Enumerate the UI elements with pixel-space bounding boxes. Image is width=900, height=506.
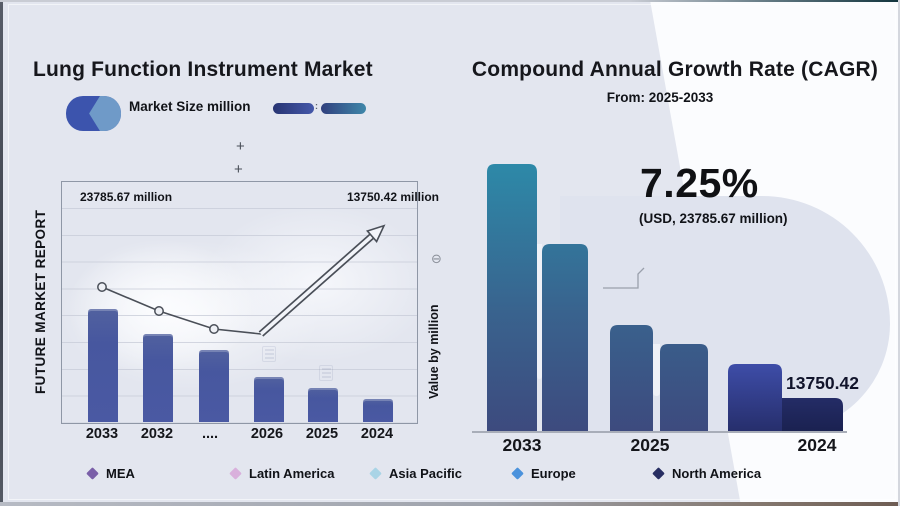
legend-label: North America [672, 466, 762, 481]
bar-2032 [143, 334, 173, 422]
frame-left-edge [0, 0, 3, 506]
marker-dot [97, 282, 107, 292]
right-panel-subtitle: From: 2025-2033 [606, 90, 714, 105]
capsule-icon-facet [89, 96, 121, 131]
frame-right-edge [898, 0, 900, 506]
trend-line [101, 286, 262, 335]
x-label-2032: 2032 [140, 426, 174, 442]
right-panel-title: Compound Annual Growth Rate (CAGR) [471, 58, 879, 81]
legend-item-latin-america: Latin America [229, 466, 335, 481]
legend-label: MEA [106, 466, 135, 481]
trend-line-arrow [97, 224, 386, 337]
cagr-detail: (USD, 23785.67 million) [639, 211, 788, 226]
bar-2024-tall [728, 364, 782, 432]
bar-2024 [363, 399, 393, 422]
legend-item-mea: MEA [86, 466, 135, 481]
clipboard-watermark-icon [319, 365, 333, 381]
legend-label: Asia Pacific [389, 466, 462, 481]
bar-2026 [254, 377, 284, 422]
legend-label: Europe [531, 466, 576, 481]
x-label-2025: 2025 [305, 426, 339, 442]
arrowhead [365, 224, 386, 243]
x-label-2024: 2024 [797, 435, 837, 455]
step-decoration-line [603, 267, 645, 289]
x-label-2024: 2024 [360, 426, 394, 442]
bar-gap-slit [653, 344, 660, 396]
plus-icon: + [234, 161, 243, 178]
cagr-value: 7.25% [640, 160, 759, 206]
asia-pacific-diamond-icon [369, 467, 382, 480]
clipboard-watermark-icon [262, 346, 276, 362]
cagr-bar-chart [472, 164, 847, 433]
left-panel-title: Lung Function Instrument Market [33, 58, 373, 81]
europe-diamond-icon [511, 467, 524, 480]
plus-icon: + [236, 138, 245, 155]
marker-dot [209, 324, 219, 334]
mea-diamond-icon [86, 467, 99, 480]
legend-item-europe: Europe [511, 466, 576, 481]
bar-2033 [88, 309, 118, 422]
latin-america-diamond-icon [229, 467, 242, 480]
bar-2025 [308, 388, 338, 422]
legend-label: Latin America [249, 466, 335, 481]
minus-circle-icon: ⊖ [431, 251, 442, 266]
frame-top-edge [0, 0, 900, 2]
north-america-diamond-icon [652, 467, 665, 480]
value-axis-label: Value by million [427, 304, 441, 400]
bar-dots [199, 350, 229, 422]
x-label-2033: 2033 [85, 426, 119, 442]
x-label-2025: 2025 [630, 435, 670, 455]
ratio-separator: : [315, 101, 318, 111]
market-size-legend-label: Market Size million [129, 99, 251, 114]
market-size-chart: 23785.67 million 13750.42 million [61, 181, 439, 424]
frame-bottom-edge [0, 502, 900, 506]
bar-2025-tall [610, 325, 653, 432]
value-2024-label: 13750.42 [786, 373, 859, 393]
x-label-2026: 2026 [250, 426, 284, 442]
bar-2025-short [660, 344, 708, 432]
x-label-2033: 2033 [502, 435, 542, 455]
max-value-label: 23785.67 million [80, 190, 173, 204]
min-value-label: 13750.42 million [346, 190, 439, 204]
legend-item-north-america: North America [652, 466, 762, 481]
gridlines [62, 208, 417, 423]
bar-gap-slit [537, 244, 542, 379]
ratio-pill-right [321, 103, 366, 114]
x-label-dots: .... [201, 426, 219, 442]
growth-arrow-fill [259, 234, 374, 336]
marker-dot [154, 306, 164, 316]
bar-2024-short [782, 398, 843, 432]
bar-2033-tall [487, 164, 537, 432]
future-market-report-watermark: FUTURE MARKET REPORT [33, 209, 48, 395]
legend-item-asia-pacific: Asia Pacific [369, 466, 462, 481]
capsule-icon [66, 96, 121, 131]
bar-2033-short [542, 244, 588, 432]
ratio-pill-left [273, 103, 314, 114]
